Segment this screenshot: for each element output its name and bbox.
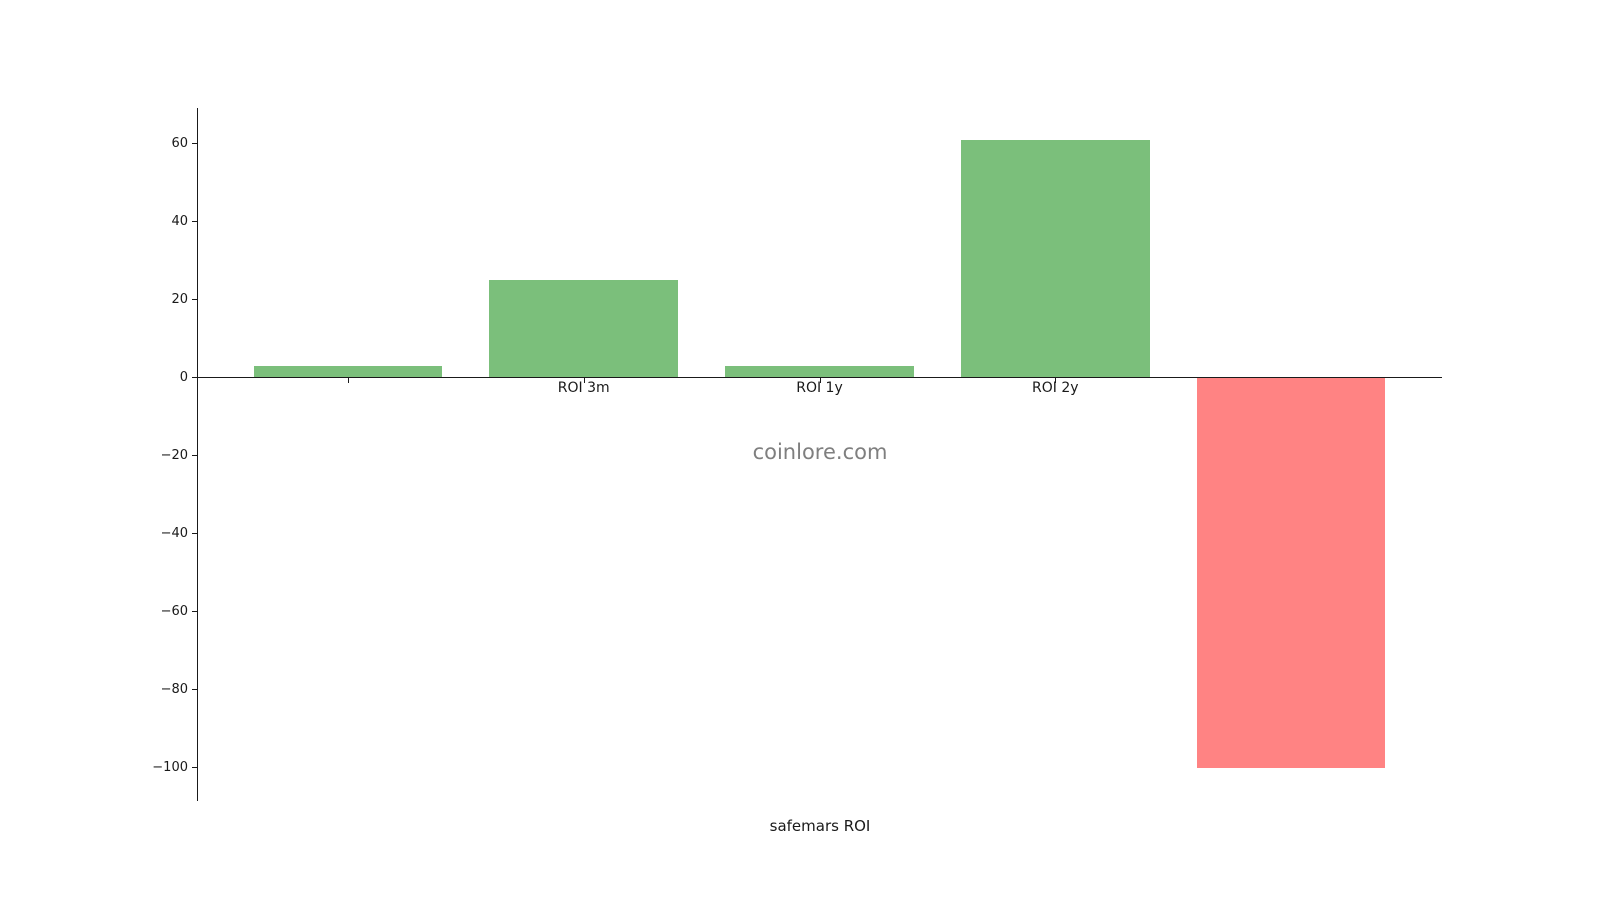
y-tick-label: 0 <box>179 370 188 386</box>
y-tick-label: 20 <box>171 292 188 308</box>
roi-bar-col-4 <box>1196 377 1386 768</box>
y-axis-spine <box>197 108 198 801</box>
y-axis-tick <box>192 689 197 691</box>
y-axis-tick <box>192 377 197 379</box>
y-tick-label: −40 <box>160 526 188 542</box>
x-axis-tick <box>347 378 349 384</box>
y-tick-label: −100 <box>152 760 188 776</box>
chart-title: safemars ROI <box>769 817 871 835</box>
x-tick-label: ROI 1y <box>796 379 843 396</box>
y-axis-tick <box>192 611 197 613</box>
y-axis-tick <box>192 767 197 769</box>
y-tick-label: −20 <box>160 448 188 464</box>
roi-bar-roi-3m <box>489 280 678 378</box>
y-axis-tick <box>192 455 197 457</box>
y-tick-label: −80 <box>160 682 188 698</box>
x-axis-zero-line <box>197 377 1442 378</box>
y-axis-tick <box>192 533 197 535</box>
x-axis-tick <box>819 378 821 384</box>
y-axis-tick <box>192 299 197 301</box>
roi-bar-roi-1y <box>725 366 914 378</box>
x-axis-tick <box>1055 378 1057 384</box>
x-tick-label: ROI 2y <box>1032 379 1079 396</box>
y-axis-tick <box>192 221 197 223</box>
y-axis-tick <box>192 143 197 145</box>
y-tick-label: −60 <box>160 604 188 620</box>
x-tick-label: ROI 3m <box>557 379 610 396</box>
roi-bar-col-0 <box>253 366 443 378</box>
watermark: coinlore.com <box>752 440 888 464</box>
y-tick-label: 60 <box>171 136 188 152</box>
x-axis-tick <box>583 378 585 384</box>
y-tick-label: 40 <box>171 214 188 230</box>
roi-bar-roi-2y <box>960 139 1150 378</box>
